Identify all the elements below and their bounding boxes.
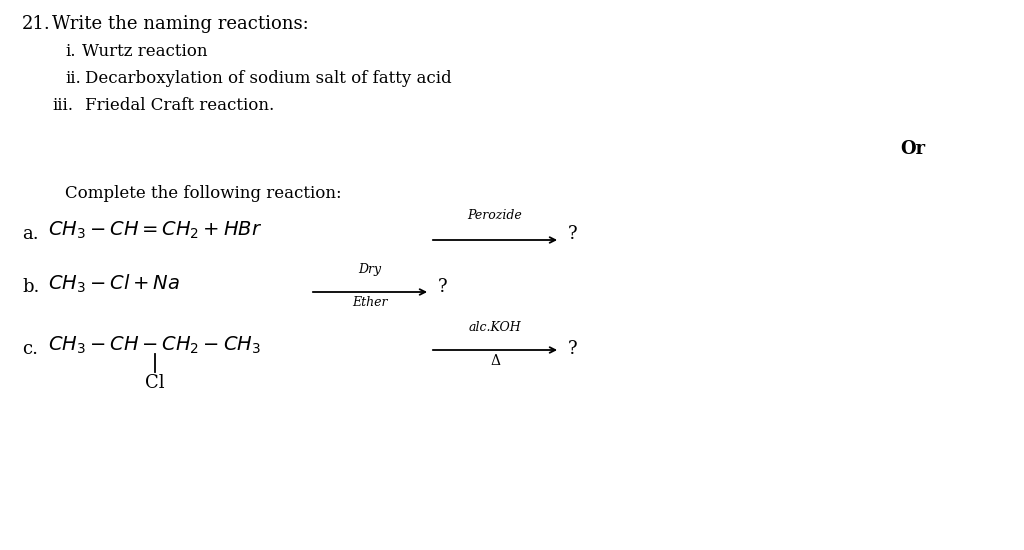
Text: ?: ? [568, 340, 578, 358]
Text: ?: ? [568, 225, 578, 243]
Text: c.: c. [22, 340, 38, 358]
Text: $CH_3-CH-CH_2-CH_3$: $CH_3-CH-CH_2-CH_3$ [48, 335, 261, 356]
Text: Or: Or [900, 140, 925, 158]
Text: ?: ? [438, 278, 447, 296]
Text: Perozide: Perozide [468, 209, 522, 222]
Text: Ether: Ether [352, 296, 388, 309]
Text: ii.: ii. [65, 70, 81, 87]
Text: i.: i. [65, 43, 76, 60]
Text: Write the naming reactions:: Write the naming reactions: [52, 15, 309, 33]
Text: a.: a. [22, 225, 39, 243]
Text: Friedal Craft reaction.: Friedal Craft reaction. [85, 97, 274, 114]
Text: Cl: Cl [145, 374, 165, 392]
Text: Decarboxylation of sodium salt of fatty acid: Decarboxylation of sodium salt of fatty … [85, 70, 452, 87]
Text: $CH_3-Cl+Na$: $CH_3-Cl+Na$ [48, 273, 179, 295]
Text: Complete the following reaction:: Complete the following reaction: [65, 185, 342, 202]
Text: $CH_3-CH=CH_2+HBr$: $CH_3-CH=CH_2+HBr$ [48, 220, 262, 241]
Text: b.: b. [22, 278, 39, 296]
Text: iii.: iii. [52, 97, 73, 114]
Text: Wurtz reaction: Wurtz reaction [82, 43, 208, 60]
Text: Dry: Dry [358, 263, 382, 276]
Text: 21.: 21. [22, 15, 51, 33]
Text: Δ: Δ [490, 354, 500, 368]
Text: alc.KOH: alc.KOH [469, 321, 521, 334]
